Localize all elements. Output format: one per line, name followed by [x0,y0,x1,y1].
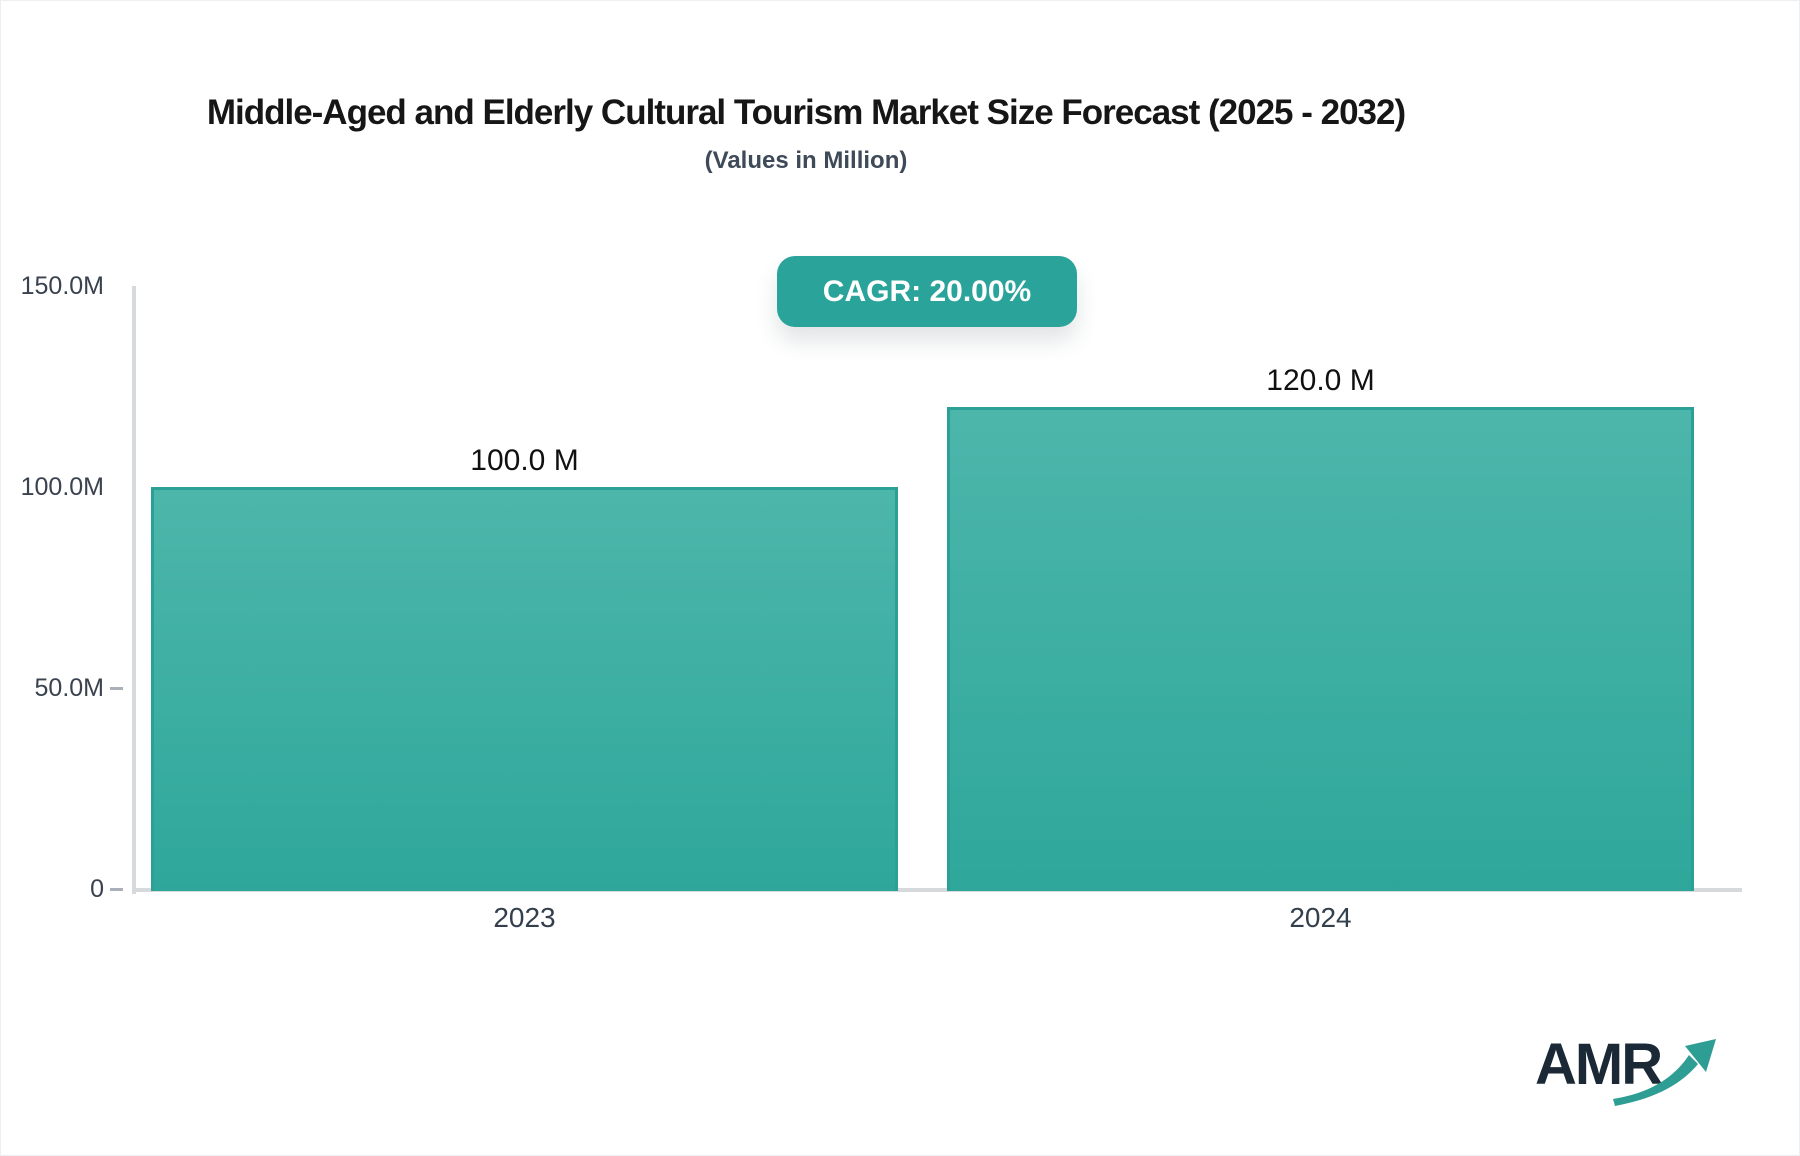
y-tick-label-100: 100.0M [20,473,104,501]
chart-title: Middle-Aged and Elderly Cultural Tourism… [206,93,1406,132]
y-tick-label-150: 150.0M [20,272,104,300]
value-label-2024: 120.0 M [1266,363,1375,397]
bar-2024[interactable] [947,406,1694,891]
chart-header: Middle-Aged and Elderly Cultural Tourism… [1,93,1611,175]
y-axis-line [132,286,136,894]
y-tick-label-50: 50.0M [34,674,104,702]
x-axis-line [132,888,1742,892]
y-tick-mark-0 [110,888,123,891]
value-label-2023: 100.0 M [470,444,579,477]
y-tick-mark-50 [110,687,123,690]
cagr-badge: CAGR: 20.00% [777,256,1077,327]
x-axis-label-2024: 2024 [1289,902,1352,933]
y-tick-label-0: 0 [90,875,104,903]
amr-logo-text: AMR [1535,1032,1663,1097]
amr-logo: AMR [1529,1033,1729,1113]
chart-subtitle: (Values in Million) [704,147,908,174]
trend-up-arrow-icon [1613,1039,1716,1106]
x-axis-label-2023: 2023 [493,902,556,933]
bar-2023[interactable] [151,487,898,891]
